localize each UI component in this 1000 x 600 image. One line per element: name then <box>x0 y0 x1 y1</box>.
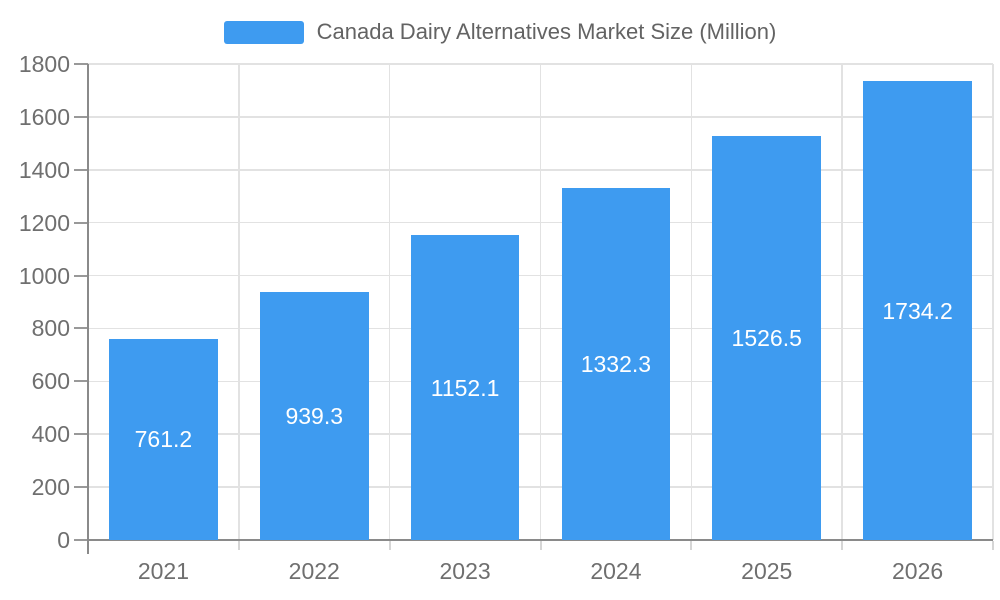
x-axis-tick <box>841 541 844 550</box>
bar-value-label: 1734.2 <box>882 297 953 324</box>
legend-item[interactable]: Canada Dairy Alternatives Market Size (M… <box>0 20 1000 44</box>
y-axis-tick <box>74 168 88 171</box>
bar-value-label: 939.3 <box>285 402 344 429</box>
y-axis-line <box>87 64 89 554</box>
v-gridline <box>690 64 693 540</box>
y-axis-tick <box>74 221 88 224</box>
y-axis-tick <box>74 539 88 541</box>
y-tick-label: 1600 <box>18 103 70 130</box>
legend-label: Canada Dairy Alternatives Market Size (M… <box>316 19 777 44</box>
bar-value-label: 1526.5 <box>731 325 802 352</box>
v-gridline <box>388 64 391 540</box>
x-axis-tick <box>690 541 693 550</box>
y-tick-label: 200 <box>31 474 70 501</box>
v-gridline <box>539 64 542 540</box>
bar-value-label: 1152.1 <box>430 374 500 401</box>
bar-2026[interactable]: 1734.2 <box>863 81 972 540</box>
x-tick-label: 2024 <box>590 558 642 584</box>
bar-value-label: 1332.3 <box>580 350 652 377</box>
y-tick-label: 1800 <box>18 51 70 77</box>
x-axis-tick <box>992 541 994 550</box>
y-tick-label: 1200 <box>18 209 70 236</box>
legend-swatch <box>223 20 304 44</box>
x-tick-label: 2021 <box>137 558 189 584</box>
y-tick-label: 400 <box>31 421 70 448</box>
v-gridline <box>238 64 240 540</box>
bar-2023[interactable]: 1152.1 <box>410 235 520 540</box>
v-gridline <box>992 64 994 540</box>
x-tick-label: 2025 <box>741 558 793 584</box>
y-axis-tick <box>74 63 88 65</box>
x-axis-tick <box>388 541 391 550</box>
bar-value-label: 761.2 <box>134 426 193 453</box>
x-tick-label: 2022 <box>288 558 340 584</box>
y-tick-label: 600 <box>31 368 70 395</box>
bar-2025[interactable]: 1526.5 <box>712 136 822 540</box>
y-axis-tick <box>74 380 88 383</box>
y-tick-label: 800 <box>31 315 70 342</box>
bar-2022[interactable]: 939.3 <box>259 291 369 540</box>
y-axis-tick <box>74 115 88 118</box>
y-axis-tick <box>74 274 88 277</box>
x-tick-label: 2023 <box>439 558 491 584</box>
x-axis-tick <box>237 541 240 550</box>
bar-2021[interactable]: 761.2 <box>109 338 218 540</box>
x-axis-tick <box>539 541 542 550</box>
y-tick-label: 1000 <box>18 262 70 289</box>
x-tick-label: 2026 <box>891 558 944 584</box>
bar-2024[interactable]: 1332.3 <box>561 187 671 540</box>
y-tick-label: 1400 <box>18 156 70 183</box>
v-gridline <box>841 64 843 540</box>
y-tick-label: 0 <box>57 527 70 553</box>
y-axis-tick <box>74 327 88 330</box>
y-axis-tick <box>74 433 88 436</box>
x-axis-line <box>87 539 993 541</box>
y-axis-tick <box>74 486 88 489</box>
